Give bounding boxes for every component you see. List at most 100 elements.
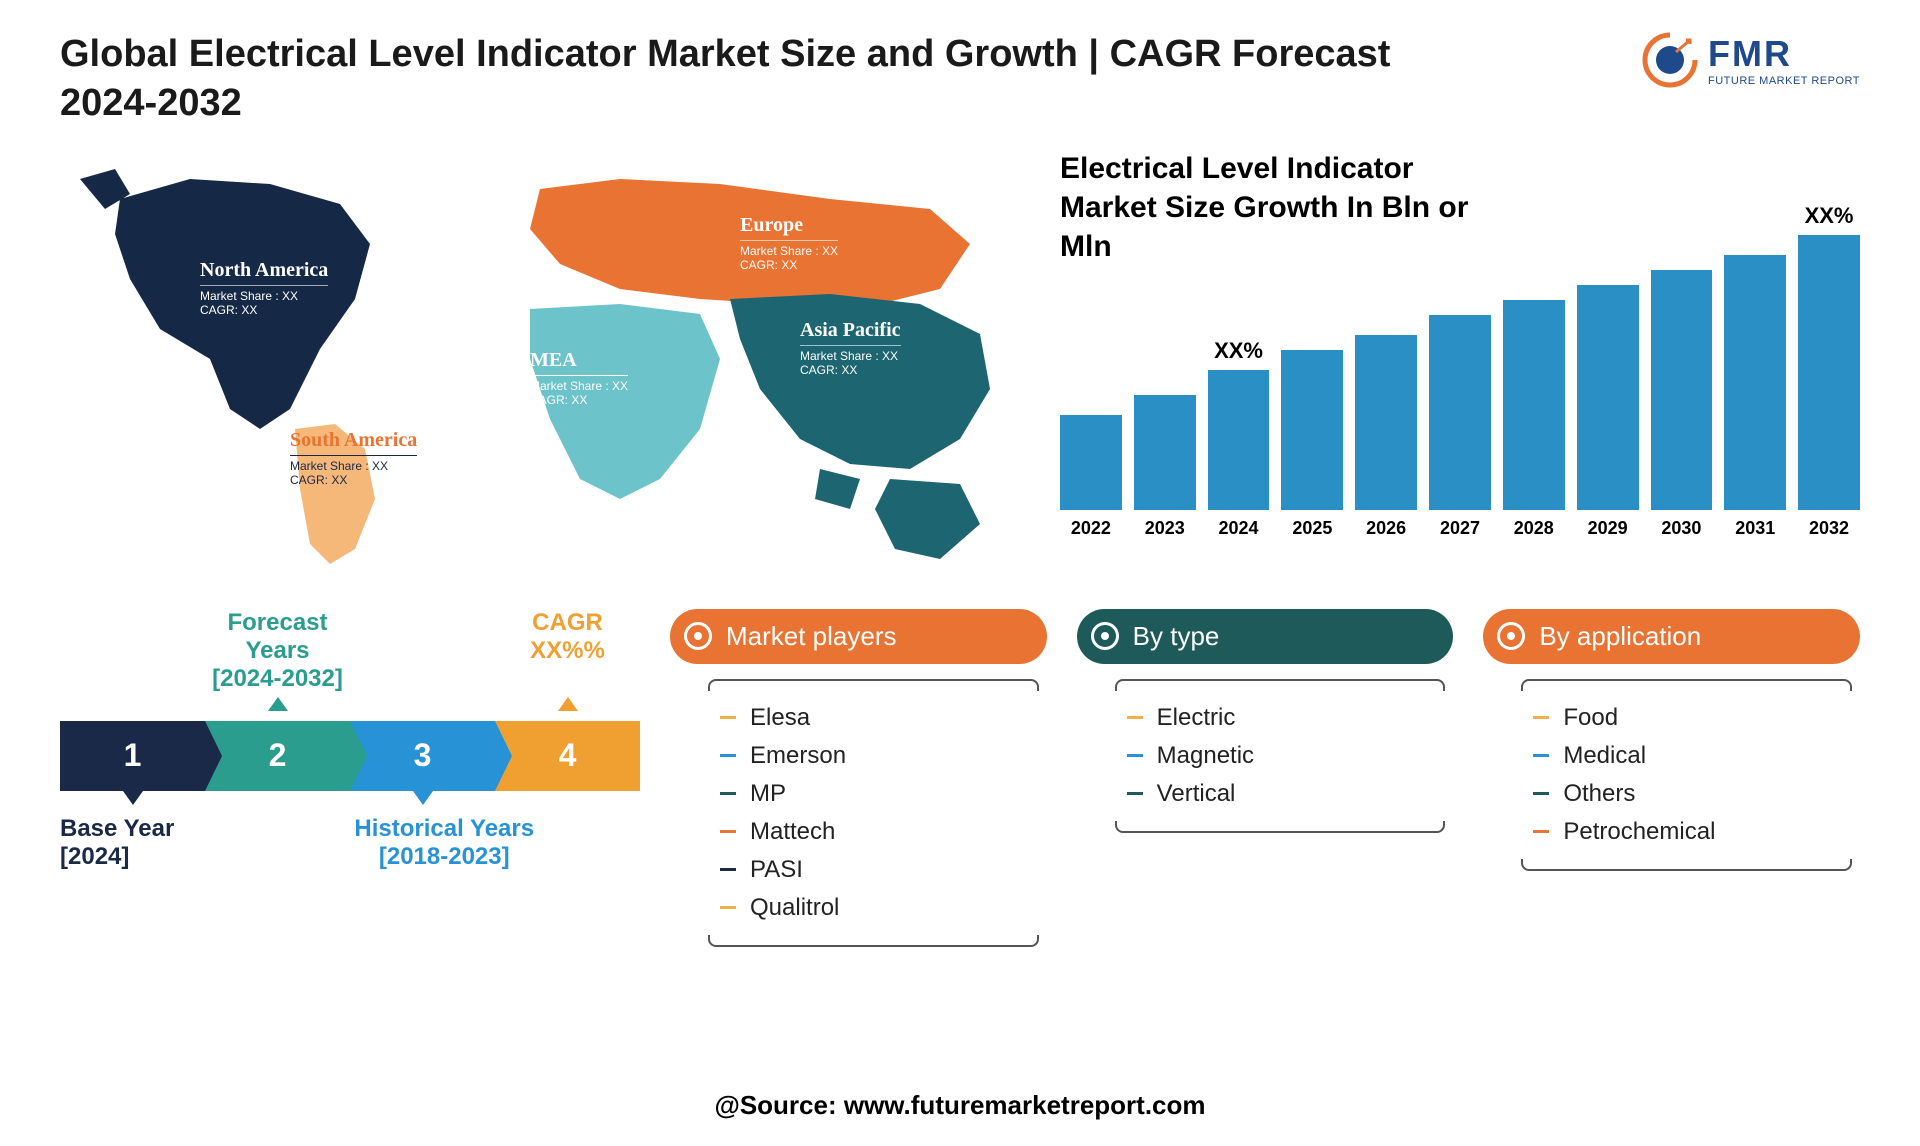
tick-icon	[1533, 716, 1549, 719]
arrow-up-icon	[558, 697, 578, 711]
bar	[1429, 315, 1491, 510]
list-item: Electric	[1127, 699, 1454, 737]
list-item-label: Emerson	[750, 742, 846, 770]
timeline-seg-4: 4	[495, 721, 640, 791]
card-by-application: By application Food Medical Others Petroche…	[1483, 609, 1860, 947]
bar-year-label: 2026	[1366, 518, 1406, 539]
bar	[1503, 300, 1565, 510]
bullet-icon	[1091, 622, 1119, 650]
timeline-seg-1: 1	[60, 721, 205, 791]
historical-label: Historical Years [2018-2023]	[350, 815, 539, 871]
header: Global Electrical Level Indicator Market…	[60, 30, 1860, 129]
bullet-icon	[684, 622, 712, 650]
card-header: Market players	[670, 609, 1047, 664]
list-item: Emerson	[720, 737, 1047, 775]
bar	[1798, 235, 1860, 510]
logo-text: FMR FUTURE MARKET REPORT	[1708, 33, 1860, 87]
timeline-seg-2: 2	[205, 721, 350, 791]
tick-icon	[1533, 830, 1549, 833]
list-item: Elesa	[720, 699, 1047, 737]
tick-icon	[720, 754, 736, 757]
tick-icon	[720, 792, 736, 795]
bullet-icon	[1497, 622, 1525, 650]
list-item-label: Electric	[1157, 704, 1236, 732]
list-item: Petrochemical	[1533, 813, 1860, 851]
bar	[1134, 395, 1196, 510]
bar-item: 2022	[1060, 415, 1122, 539]
card-list: Electric Magnetic Vertical	[1107, 691, 1454, 821]
bar-group: 202220232024XX%2025202620272028202920302…	[1060, 259, 1860, 539]
card-by-type: By type Electric Magnetic Vertical	[1077, 609, 1454, 947]
list-item-label: Others	[1563, 780, 1635, 808]
list-item-label: Food	[1563, 704, 1618, 732]
bar-item: 2027	[1429, 315, 1491, 539]
logo-sub: FUTURE MARKET REPORT	[1708, 75, 1860, 87]
bar-item: 2032XX%	[1798, 235, 1860, 539]
region-mea-label: MEA Market Share : XX CAGR: XX	[530, 349, 628, 407]
timeline-seg-3: 3	[350, 721, 495, 791]
list-item-label: Qualitrol	[750, 894, 839, 922]
bar-item: 2023	[1134, 395, 1196, 539]
bar-year-label: 2028	[1514, 518, 1554, 539]
bar-annotation: XX%	[1805, 203, 1854, 229]
list-item: Medical	[1533, 737, 1860, 775]
list-item: Mattech	[720, 813, 1047, 851]
list-item: PASI	[720, 851, 1047, 889]
region-na-label: North America Market Share : XX CAGR: XX	[200, 259, 328, 317]
bar-item: 2030	[1651, 270, 1713, 539]
timeline: Forecast Years [2024-2032] CAGR XX%% 1 2…	[60, 609, 640, 947]
bar-year-label: 2032	[1809, 518, 1849, 539]
list-item-label: Elesa	[750, 704, 810, 732]
bar-year-label: 2031	[1735, 518, 1775, 539]
bar-year-label: 2027	[1440, 518, 1480, 539]
bar-year-label: 2024	[1219, 518, 1259, 539]
bar-item: 2028	[1503, 300, 1565, 539]
chart-title: Electrical Level Indicator Market Size G…	[1060, 149, 1480, 266]
source-attribution: @Source: www.futuremarketreport.com	[0, 1090, 1920, 1121]
tick-icon	[1127, 754, 1143, 757]
bar	[1577, 285, 1639, 510]
bar	[1281, 350, 1343, 510]
bar-item: 2024XX%	[1208, 370, 1270, 539]
list-item-label: MP	[750, 780, 786, 808]
list-item: Others	[1533, 775, 1860, 813]
card-header: By application	[1483, 609, 1860, 664]
bar-year-label: 2029	[1588, 518, 1628, 539]
lower-row: Forecast Years [2024-2032] CAGR XX%% 1 2…	[60, 609, 1860, 947]
card-header: By type	[1077, 609, 1454, 664]
list-item-label: Magnetic	[1157, 742, 1254, 770]
forecast-label: Forecast Years [2024-2032]	[205, 609, 350, 693]
list-item: Magnetic	[1127, 737, 1454, 775]
bar-item: 2031	[1724, 255, 1786, 539]
list-item: Vertical	[1127, 775, 1454, 813]
logo: FMR FUTURE MARKET REPORT	[1640, 30, 1860, 90]
tick-icon	[1533, 754, 1549, 757]
bar	[1724, 255, 1786, 510]
bar-annotation: XX%	[1214, 338, 1263, 364]
region-eu-label: Europe Market Share : XX CAGR: XX	[740, 214, 838, 272]
bar	[1355, 335, 1417, 510]
list-item-label: Vertical	[1157, 780, 1236, 808]
tick-icon	[1127, 716, 1143, 719]
tick-icon	[720, 830, 736, 833]
world-map: North America Market Share : XX CAGR: XX…	[60, 149, 1020, 569]
page-title: Global Electrical Level Indicator Market…	[60, 30, 1410, 129]
bar	[1060, 415, 1122, 510]
card-market-players: Market players Elesa Emerson MP Mattech PASI…	[670, 609, 1047, 947]
bar	[1651, 270, 1713, 510]
timeline-bar: 1 2 3 4	[60, 721, 640, 791]
tick-icon	[720, 868, 736, 871]
logo-fmr: FMR	[1708, 33, 1860, 75]
card-list: Elesa Emerson MP Mattech PASI Qualitrol	[700, 691, 1047, 935]
bar-year-label: 2022	[1071, 518, 1111, 539]
bar-item: 2025	[1281, 350, 1343, 539]
bar-year-label: 2023	[1145, 518, 1185, 539]
fmr-logo-icon	[1640, 30, 1700, 90]
growth-chart: Electrical Level Indicator Market Size G…	[1060, 149, 1860, 569]
region-ap-label: Asia Pacific Market Share : XX CAGR: XX	[800, 319, 901, 377]
tick-icon	[720, 716, 736, 719]
arrow-down-icon	[123, 791, 143, 805]
tick-icon	[1127, 792, 1143, 795]
list-item-label: PASI	[750, 856, 803, 884]
bar-year-label: 2025	[1292, 518, 1332, 539]
